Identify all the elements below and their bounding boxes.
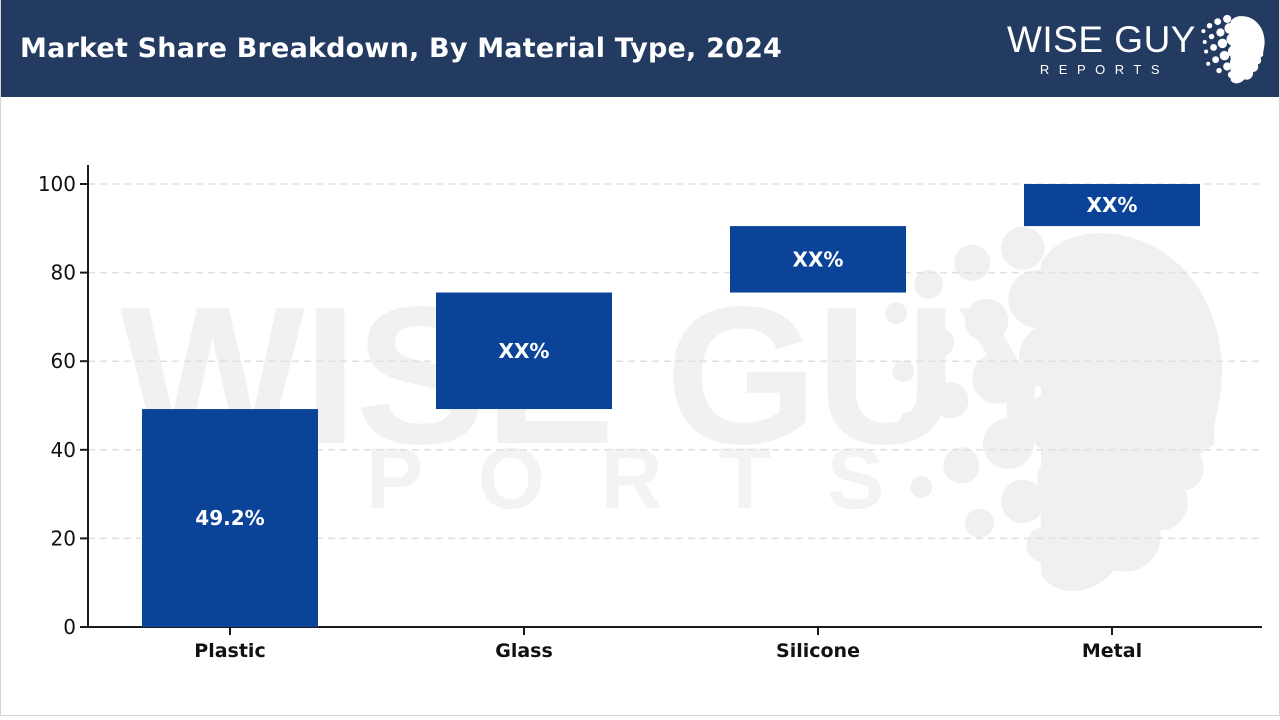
bar-label: 49.2%: [195, 506, 264, 530]
x-tick-label: Glass: [495, 640, 553, 662]
bar: [730, 226, 906, 293]
bar: [142, 409, 318, 627]
y-tick-label: 20: [51, 526, 76, 550]
x-tick-label: Metal: [1082, 640, 1142, 662]
y-tick-label: 60: [51, 349, 76, 373]
y-tick-label: 40: [51, 438, 76, 462]
y-tick-label: 80: [51, 261, 76, 285]
page-title: Market Share Breakdown, By Material Type…: [20, 33, 783, 64]
bar: [436, 292, 612, 410]
logo-subtitle: REPORTS: [1039, 62, 1170, 78]
bar-label: XX%: [1087, 193, 1138, 217]
y-tick-label: 100: [38, 172, 76, 196]
bar-label: XX%: [793, 247, 844, 271]
logo-wordmark: WISE GUY: [1006, 18, 1196, 60]
bar-label: XX%: [499, 339, 550, 363]
y-tick-label: 0: [63, 615, 76, 639]
header: Market Share Breakdown, By Material Type…: [0, 0, 1280, 97]
x-tick-label: Plastic: [194, 640, 265, 662]
x-tick-label: Silicone: [776, 640, 860, 662]
bar: [1024, 184, 1200, 227]
wiseguy-face-icon: [1201, 14, 1265, 83]
logo-text: WISE GUY REPORTS: [1006, 18, 1196, 78]
wiseguy-logo: WISE GUY REPORTS: [1007, 6, 1268, 92]
